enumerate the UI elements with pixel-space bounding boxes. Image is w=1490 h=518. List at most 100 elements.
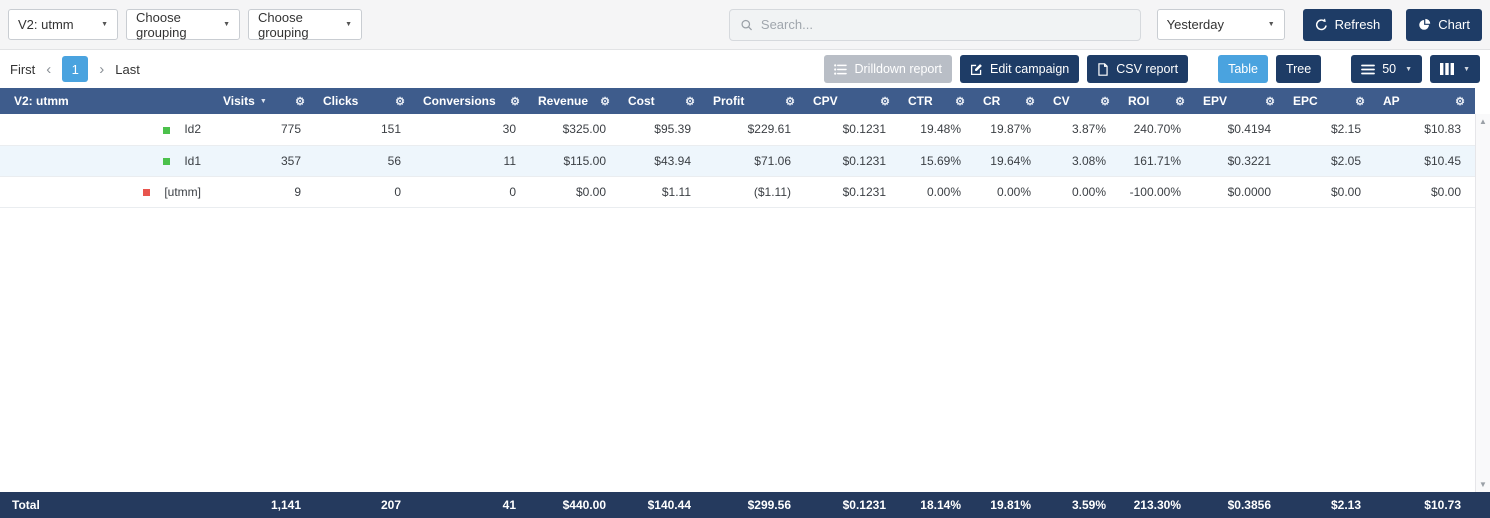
column-settings-gear-icon[interactable]: ⚙: [1100, 95, 1110, 108]
report-table-area: V2: utmm Visits ▼ ⚙ Clicks ⚙ Conversions ⚙ Reven…: [0, 88, 1490, 492]
sort-desc-icon: ▼: [259, 97, 267, 105]
column-header-epc[interactable]: EPC ⚙: [1285, 88, 1375, 114]
chart-button[interactable]: Chart: [1406, 8, 1482, 41]
column-label: CR: [983, 94, 1001, 108]
column-header-cr[interactable]: CR ⚙: [975, 88, 1045, 114]
total-table: Total 1,141 207 41 $440.00 $140.44 $299.56 $0.1…: [0, 492, 1475, 518]
drilldown-report-button[interactable]: Drilldown report: [824, 55, 953, 83]
total-cell-epv: $0.3856: [1227, 498, 1271, 512]
column-settings-gear-icon[interactable]: ⚙: [785, 95, 795, 108]
refresh-button[interactable]: Refresh: [1302, 8, 1393, 41]
column-label: Revenue: [538, 94, 589, 108]
column-header-cost[interactable]: Cost ⚙: [620, 88, 705, 114]
table-view-button[interactable]: Table: [1218, 55, 1268, 83]
column-header-ctr[interactable]: CTR ⚙: [900, 88, 975, 114]
table-header-row: V2: utmm Visits ▼ ⚙ Clicks ⚙ Conversions ⚙ Reven…: [0, 88, 1475, 114]
total-cell-cpv: $0.1231: [842, 498, 886, 512]
cell-ctr: 0.00%: [900, 176, 975, 208]
column-header-cv[interactable]: CV ⚙: [1045, 88, 1120, 114]
cell-cpv: $0.1231: [805, 176, 900, 208]
report-table: V2: utmm Visits ▼ ⚙ Clicks ⚙ Conversions ⚙ Reven…: [0, 88, 1475, 208]
column-header-ap[interactable]: AP ⚙: [1375, 88, 1475, 114]
column-header-roi[interactable]: ROI ⚙: [1120, 88, 1195, 114]
column-settings-gear-icon[interactable]: ⚙: [685, 95, 695, 108]
column-settings-gear-icon[interactable]: ⚙: [600, 95, 610, 108]
column-settings-gear-icon[interactable]: ⚙: [295, 95, 305, 108]
cell-conversions: 11: [415, 145, 530, 177]
total-cell-cr: 19.81%: [990, 498, 1031, 512]
column-settings-gear-icon[interactable]: ⚙: [1355, 95, 1365, 108]
column-label: AP: [1383, 94, 1400, 108]
search-icon: [741, 19, 752, 30]
column-label: Conversions: [423, 94, 496, 108]
edit-pencil-icon: [970, 63, 982, 75]
rows-per-page-button[interactable]: 50 ▼: [1351, 55, 1423, 83]
cell-ap: $0.00: [1375, 176, 1475, 208]
scroll-down-icon[interactable]: ▼: [1479, 480, 1487, 489]
column-header-profit[interactable]: Profit ⚙: [705, 88, 805, 114]
tree-view-label: Tree: [1285, 62, 1312, 76]
table-row[interactable]: [utmm] 9 0 0 $0.00 $1.11 ($1.11) $0.1231 0.00% 0.…: [0, 176, 1475, 208]
column-header-conversions[interactable]: Conversions ⚙: [415, 88, 530, 114]
column-settings-gear-icon[interactable]: ⚙: [880, 95, 890, 108]
cell-cr: 19.64%: [975, 145, 1045, 177]
column-settings-gear-icon[interactable]: ⚙: [1025, 95, 1035, 108]
column-header-v2-utmm[interactable]: V2: utmm: [0, 88, 215, 114]
column-label: CV: [1053, 94, 1070, 108]
column-settings-gear-icon[interactable]: ⚙: [1175, 95, 1185, 108]
total-cell-cv: 3.59%: [1071, 498, 1106, 512]
total-bar: Total 1,141 207 41 $440.00 $140.44 $299.56 $0.1…: [0, 492, 1490, 518]
cell-revenue: $0.00: [530, 176, 620, 208]
cell-epc: $0.00: [1285, 176, 1375, 208]
next-page-icon[interactable]: ›: [99, 60, 105, 78]
column-header-visits[interactable]: Visits ▼ ⚙: [215, 88, 315, 114]
scroll-up-icon[interactable]: ▲: [1479, 117, 1487, 126]
first-page-button[interactable]: First: [10, 61, 36, 77]
grouping-dropdown-1[interactable]: Choose grouping ▼: [126, 9, 240, 40]
columns-button[interactable]: ▼: [1430, 55, 1480, 83]
table-row[interactable]: Id2 775 151 30 $325.00 $95.39 $229.61 $0.1231 19…: [0, 114, 1475, 146]
column-label: Profit: [713, 94, 745, 108]
cell-cr: 19.87%: [975, 114, 1045, 146]
total-cell-epc: $2.13: [1330, 498, 1361, 512]
column-settings-gear-icon[interactable]: ⚙: [395, 95, 405, 108]
total-cell-clicks: 207: [380, 498, 401, 512]
columns-icon: [1440, 63, 1455, 75]
column-settings-gear-icon[interactable]: ⚙: [955, 95, 965, 108]
cell-cpv: $0.1231: [805, 114, 900, 146]
prev-page-icon[interactable]: ‹: [46, 60, 52, 78]
cell-clicks: 0: [315, 176, 415, 208]
column-settings-gear-icon[interactable]: ⚙: [1455, 95, 1465, 108]
hamburger-icon: [1361, 64, 1376, 74]
column-header-cpv[interactable]: CPV ⚙: [805, 88, 900, 114]
current-page-button[interactable]: 1: [62, 56, 89, 82]
csv-report-button[interactable]: CSV report: [1087, 55, 1189, 83]
chart-label: Chart: [1438, 17, 1470, 32]
column-header-revenue[interactable]: Revenue ⚙: [530, 88, 620, 114]
cell-epv: $0.3221: [1195, 145, 1285, 177]
total-cell-roi: 213.30%: [1133, 498, 1181, 512]
token-filter-value: V2: utmm: [18, 17, 74, 32]
token-filter-dropdown[interactable]: V2: utmm ▼: [8, 9, 118, 40]
edit-campaign-button[interactable]: Edit campaign: [960, 55, 1080, 83]
column-settings-gear-icon[interactable]: ⚙: [510, 95, 520, 108]
grouping-dropdown-2[interactable]: Choose grouping ▼: [248, 9, 362, 40]
total-cell-cost: $140.44: [647, 498, 691, 512]
tree-view-button[interactable]: Tree: [1275, 55, 1322, 83]
column-label: CTR: [908, 94, 933, 108]
vertical-scrollbar[interactable]: ▲ ▼: [1475, 114, 1490, 492]
cell-revenue: $115.00: [530, 145, 620, 177]
total-label: Total: [12, 498, 40, 512]
row-label: [utmm]: [164, 184, 201, 199]
column-header-clicks[interactable]: Clicks ⚙: [315, 88, 415, 114]
column-label: EPC: [1293, 94, 1318, 108]
last-page-button[interactable]: Last: [115, 61, 140, 77]
drilldown-report-label: Drilldown report: [854, 62, 943, 76]
column-header-epv[interactable]: EPV ⚙: [1195, 88, 1285, 114]
cell-cpv: $0.1231: [805, 145, 900, 177]
search-input[interactable]: [760, 17, 1130, 32]
column-settings-gear-icon[interactable]: ⚙: [1265, 95, 1275, 108]
date-range-dropdown[interactable]: Yesterday ▼: [1156, 9, 1285, 40]
table-row[interactable]: Id1 357 56 11 $115.00 $43.94 $71.06 $0.1231 15.6…: [0, 145, 1475, 177]
cell-ctr: 19.48%: [900, 114, 975, 146]
